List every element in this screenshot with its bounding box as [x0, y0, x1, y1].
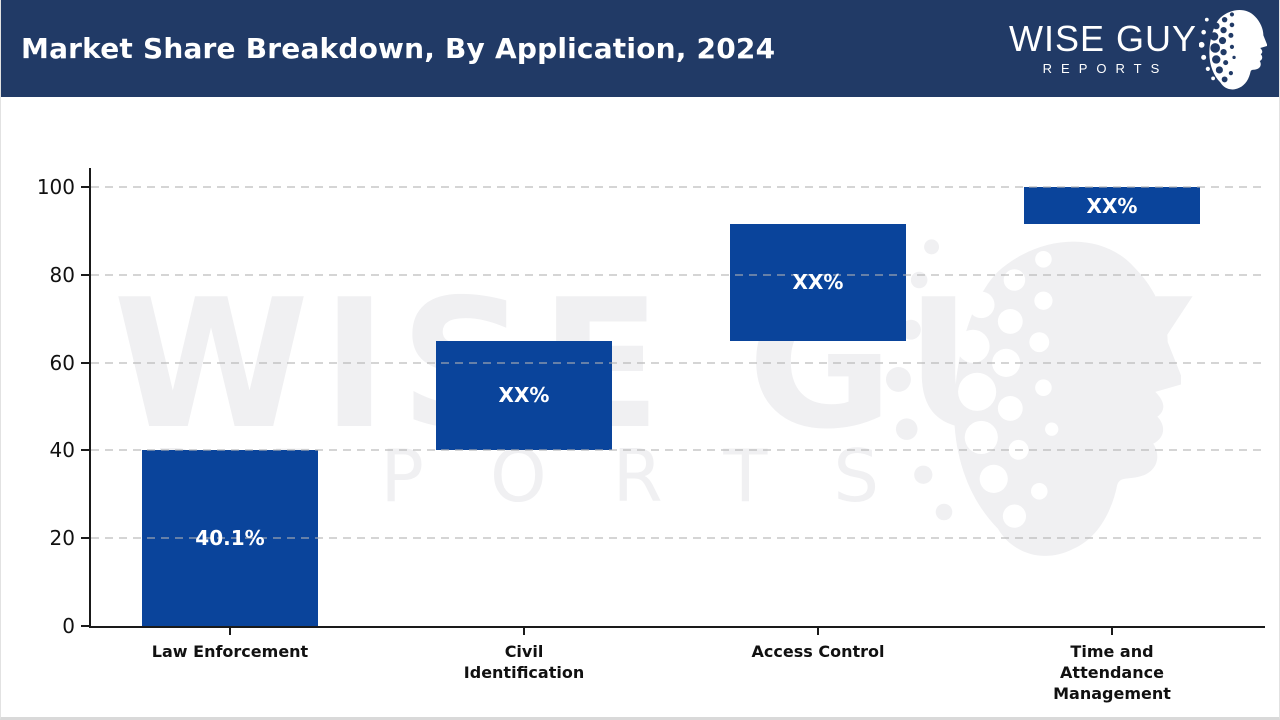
bar-value-label: 40.1% — [195, 525, 265, 550]
x-tick — [1111, 626, 1113, 635]
gridline — [91, 186, 1265, 188]
y-tick-label: 20 — [49, 526, 75, 551]
bar — [730, 224, 906, 341]
x-tick-label: Access Control — [751, 642, 885, 661]
bar-value-label: XX% — [1086, 193, 1138, 218]
brand-face-icon — [1199, 9, 1267, 89]
y-tick — [81, 449, 90, 452]
y-tick — [81, 273, 90, 276]
brand-name: WISE GUY — [1008, 18, 1197, 59]
bar — [1024, 187, 1200, 225]
bar — [436, 340, 612, 450]
gridline — [91, 273, 1265, 276]
x-tick — [523, 626, 525, 635]
y-tick-label: 80 — [49, 262, 75, 287]
header-bar: Market Share Breakdown, By Application, … — [1, 0, 1279, 97]
bar-value-label: XX% — [792, 270, 844, 295]
page-title: Market Share Breakdown, By Application, … — [21, 32, 776, 65]
x-tick-label: Time and Attendance Management — [1053, 642, 1171, 703]
x-tick-label: Civil Identification — [463, 642, 585, 682]
x-tick-label: Law Enforcement — [151, 642, 309, 661]
y-tick-label: 60 — [49, 350, 75, 375]
brand-logo: WISE GUY REPORTS — [1009, 5, 1267, 93]
brand-text: WISE GUY REPORTS — [1008, 18, 1197, 77]
y-tick-label: 0 — [62, 614, 75, 638]
y-tick — [81, 186, 90, 188]
brand-subname: REPORTS — [1042, 61, 1169, 76]
y-tick — [81, 537, 90, 540]
y-tick — [81, 361, 90, 364]
x-axis-spine — [89, 626, 1265, 628]
gridline — [91, 361, 1265, 364]
y-tick-label: 40 — [49, 438, 75, 463]
y-tick-label: 100 — [36, 175, 75, 199]
x-tick — [817, 626, 819, 635]
y-axis-spine — [89, 168, 91, 628]
bar-value-label: XX% — [498, 383, 550, 408]
x-tick — [229, 626, 231, 635]
gridline — [91, 537, 1265, 540]
gridline — [91, 449, 1265, 452]
y-tick — [81, 625, 90, 627]
watermark-face-icon — [886, 239, 1181, 556]
